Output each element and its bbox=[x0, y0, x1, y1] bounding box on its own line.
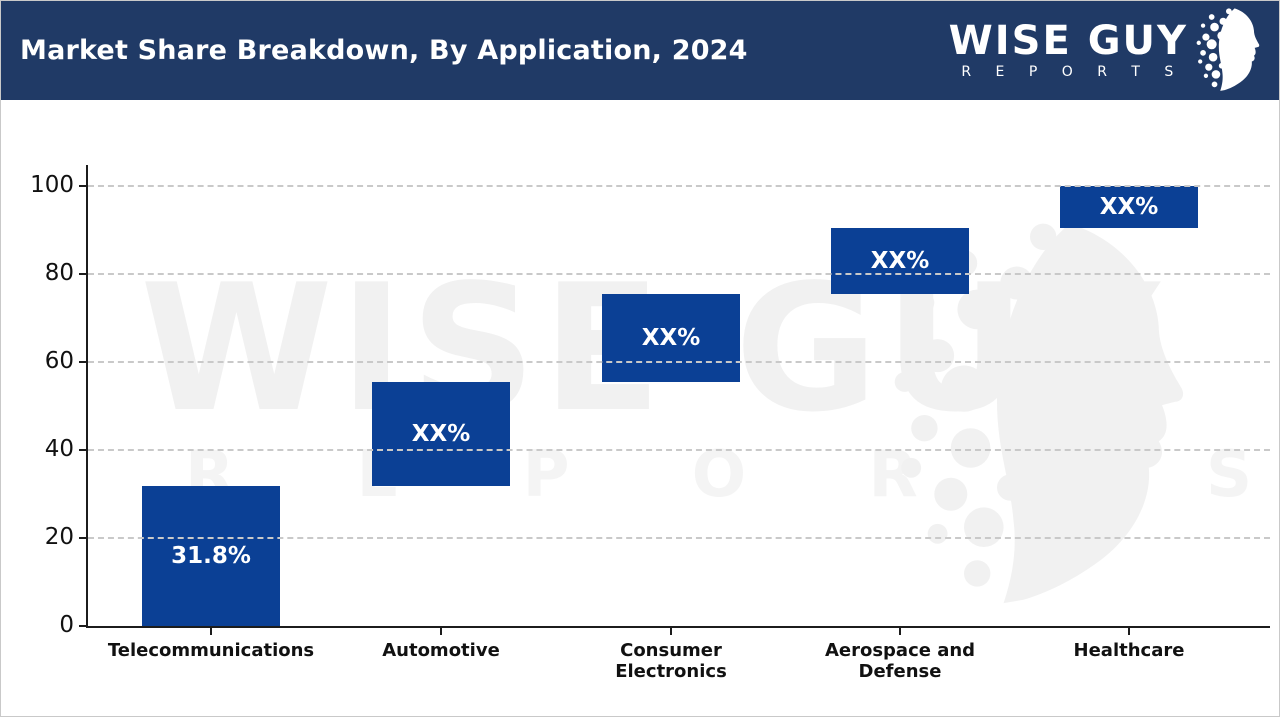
y-tick-label: 20 bbox=[44, 524, 74, 550]
gridline bbox=[88, 537, 1270, 539]
bar-value-label: XX% bbox=[411, 420, 471, 447]
bar bbox=[831, 227, 969, 294]
y-tick-mark bbox=[79, 449, 88, 451]
y-tick-mark bbox=[79, 361, 88, 363]
gridline bbox=[88, 361, 1270, 363]
bar-value-label: XX% bbox=[1099, 193, 1159, 220]
x-tick-label: Healthcare bbox=[1073, 640, 1185, 661]
bar bbox=[372, 381, 510, 487]
wiseguy-logo: WISE GUY R E P O R T S bbox=[949, 0, 1262, 100]
logo-head-icon bbox=[1196, 8, 1260, 91]
bar-value-label: XX% bbox=[870, 247, 930, 274]
y-tick-label: 0 bbox=[59, 612, 74, 638]
x-tick-label: Telecommunications bbox=[107, 640, 315, 661]
gridline bbox=[88, 449, 1270, 451]
bar-value-label: 31.8% bbox=[171, 543, 251, 570]
y-tick-label: 100 bbox=[30, 172, 74, 198]
y-tick-mark bbox=[79, 273, 88, 275]
gridline bbox=[88, 185, 1270, 187]
y-tick-mark bbox=[79, 185, 88, 187]
x-tick-mark bbox=[1128, 627, 1130, 635]
y-tick-mark bbox=[79, 537, 88, 539]
x-tick-mark bbox=[899, 627, 901, 635]
y-tick-label: 40 bbox=[44, 436, 74, 462]
x-tick-label: Aerospace and Defense bbox=[824, 640, 976, 682]
x-tick-mark bbox=[210, 627, 212, 635]
logo-wordmark: WISE GUY bbox=[948, 18, 1188, 64]
bar bbox=[142, 486, 280, 626]
x-tick-label: Automotive bbox=[382, 640, 500, 661]
bar-value-label: XX% bbox=[641, 324, 701, 351]
y-tick-mark bbox=[79, 625, 88, 627]
y-tick-label: 60 bbox=[44, 348, 74, 374]
y-axis-line bbox=[86, 165, 88, 628]
x-tick-mark bbox=[440, 627, 442, 635]
gridline bbox=[88, 273, 1270, 275]
x-axis-line bbox=[86, 626, 1270, 628]
x-tick-mark bbox=[670, 627, 672, 635]
logo-reports-text: R E P O R T S bbox=[961, 64, 1184, 80]
bar bbox=[602, 293, 740, 382]
header-bar: Market Share Breakdown, By Application, … bbox=[0, 0, 1280, 100]
bar bbox=[1060, 186, 1198, 228]
y-tick-label: 80 bbox=[44, 260, 74, 286]
x-tick-label: Consumer Electronics bbox=[615, 640, 727, 682]
page-title: Market Share Breakdown, By Application, … bbox=[20, 34, 748, 66]
